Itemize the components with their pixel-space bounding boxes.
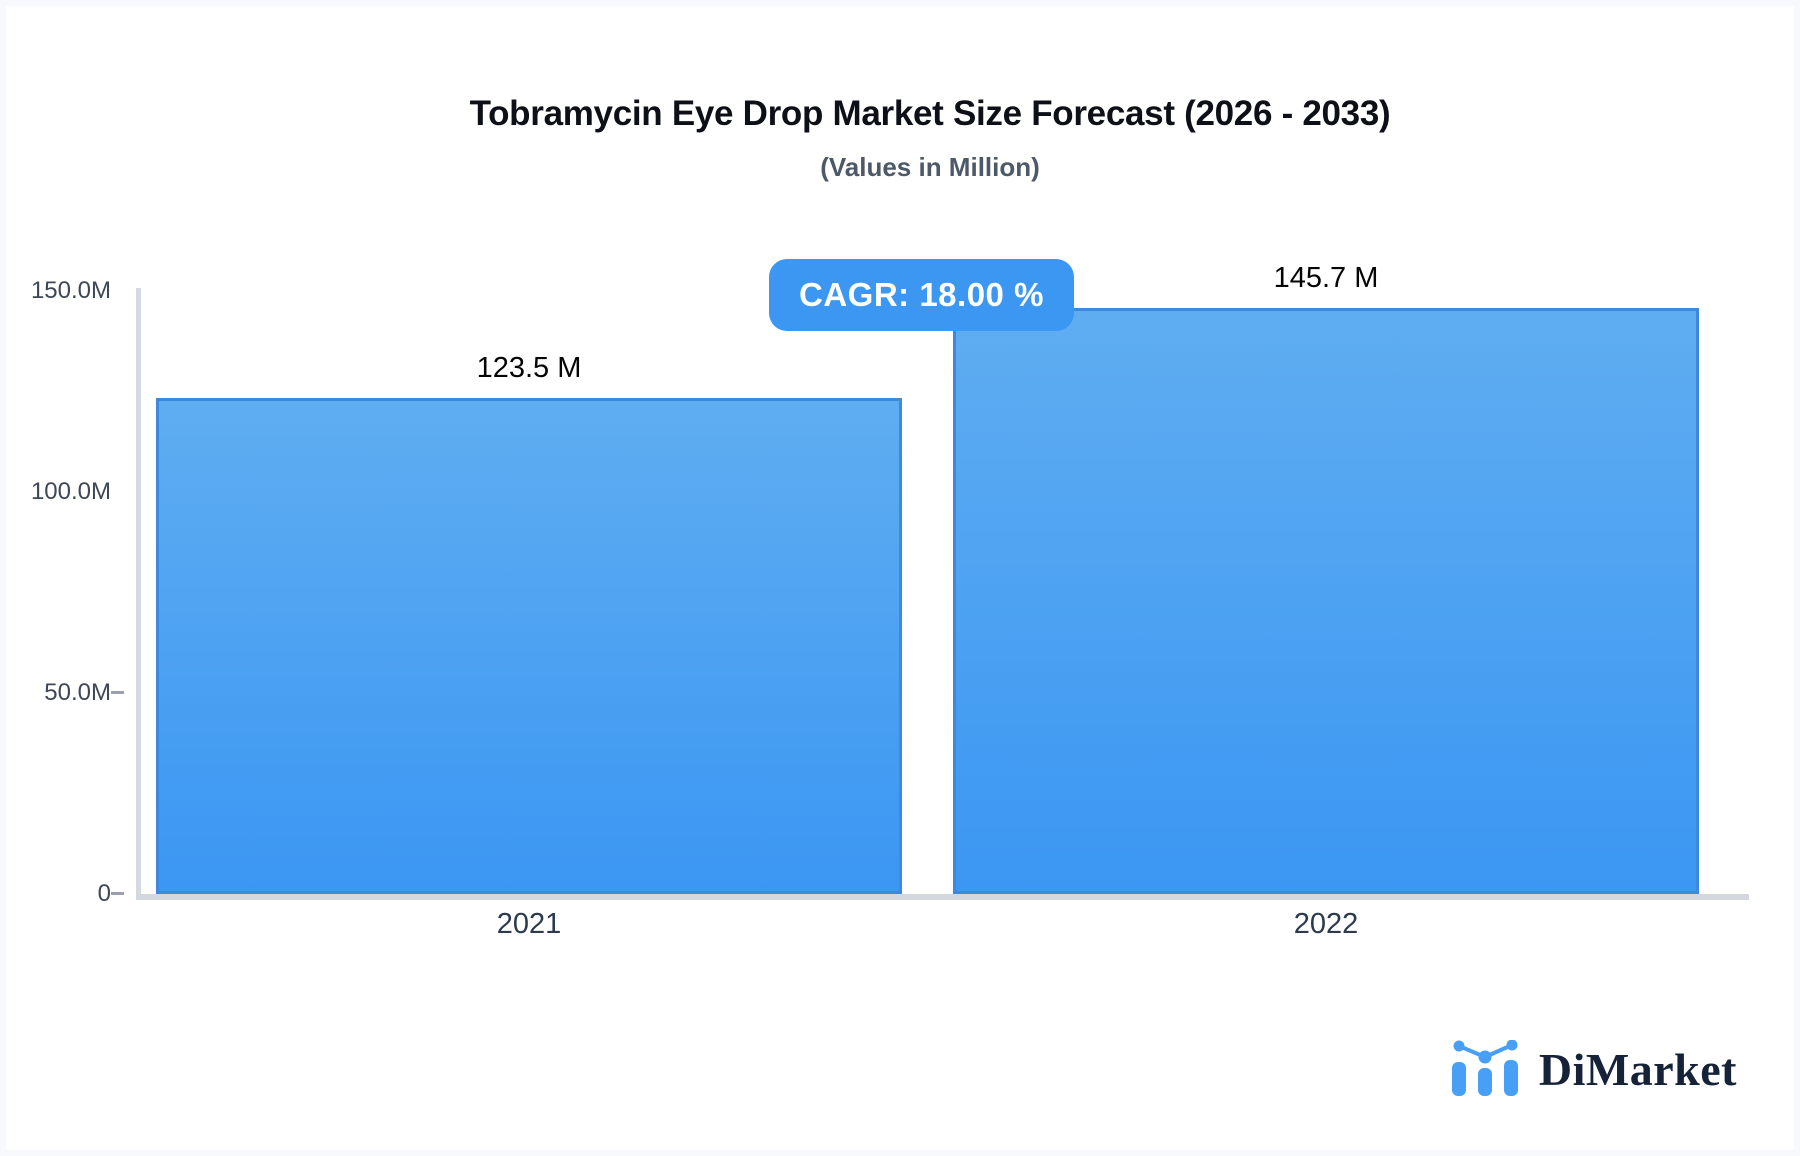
y-axis-label: 100.0M xyxy=(30,478,111,505)
x-axis-label: 2022 xyxy=(1293,908,1359,940)
bar-value-label: 145.7 M xyxy=(1273,262,1379,295)
chart-header: Tobramycin Eye Drop Market Size Forecast… xyxy=(66,94,1794,183)
bar[interactable] xyxy=(953,308,1699,894)
cagr-badge: CAGR: 18.00 % xyxy=(769,259,1074,331)
bar-chart: 150.0M 100.0M 50.0M 0 123.5 M 2021 145.7 M 2022 xyxy=(6,6,1794,1150)
brand-logo: DiMarket xyxy=(1447,1040,1737,1098)
x-axis-line xyxy=(136,894,1749,900)
x-axis-label: 2021 xyxy=(496,908,562,940)
y-axis-label: 0 xyxy=(97,880,111,907)
chart-title: Tobramycin Eye Drop Market Size Forecast… xyxy=(469,94,1391,133)
chart-subtitle: (Values in Million) xyxy=(820,152,1040,182)
y-axis-tick xyxy=(111,892,124,895)
y-axis-label: 150.0M xyxy=(30,277,111,304)
y-axis-line xyxy=(136,288,141,894)
bar[interactable] xyxy=(156,397,902,894)
y-axis-tick xyxy=(111,691,124,694)
y-axis-label: 50.0M xyxy=(44,679,111,706)
logo-wordmark: DiMarket xyxy=(1538,1043,1737,1095)
bar-value-label: 123.5 M xyxy=(476,351,582,384)
dimarket-logo-icon xyxy=(1451,1040,1518,1096)
